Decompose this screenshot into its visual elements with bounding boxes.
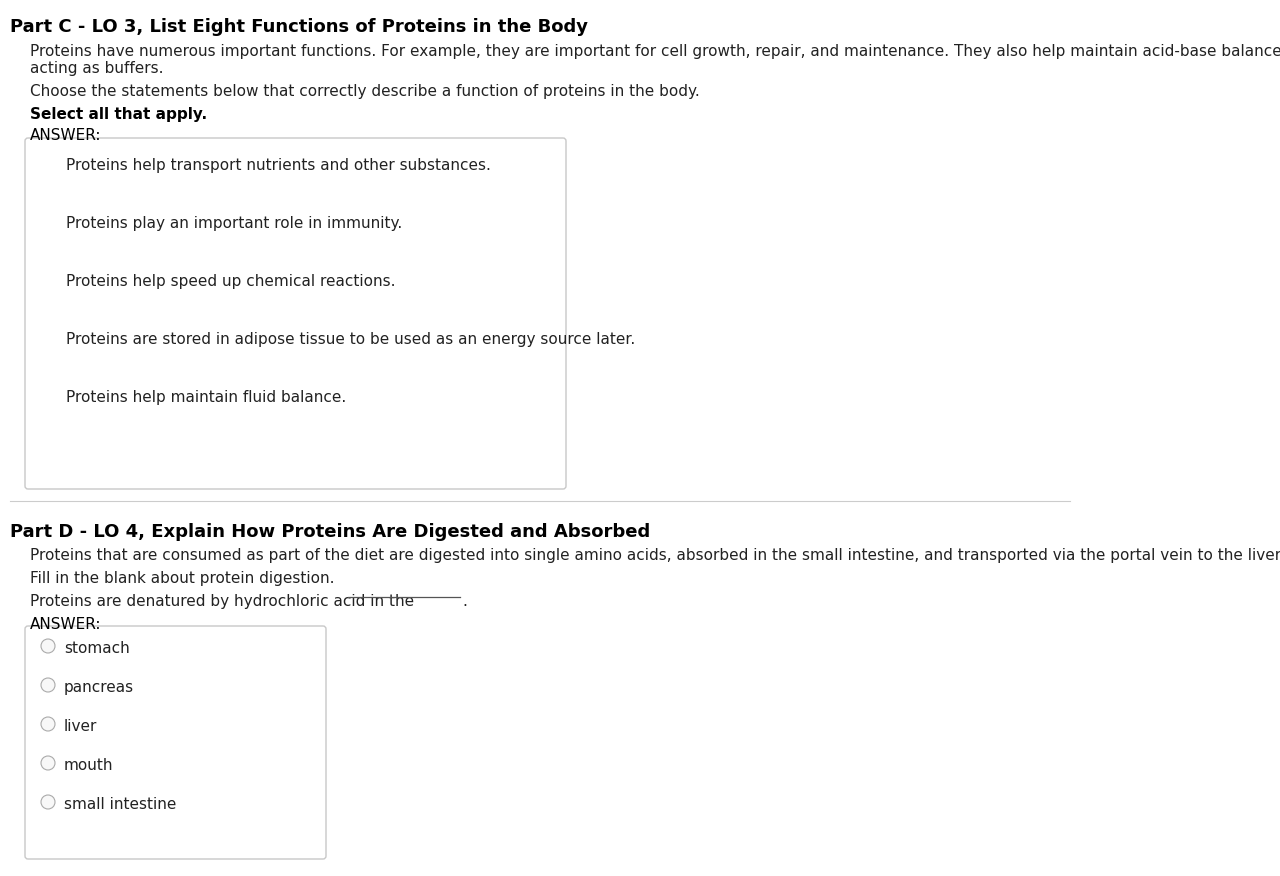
Text: Proteins have numerous important functions. For example, they are important for : Proteins have numerous important functio… [29, 44, 1280, 59]
FancyBboxPatch shape [44, 332, 56, 344]
FancyBboxPatch shape [26, 138, 566, 489]
FancyBboxPatch shape [26, 626, 326, 859]
Circle shape [41, 678, 55, 692]
Text: Proteins play an important role in immunity.: Proteins play an important role in immun… [67, 216, 402, 231]
Text: Proteins help maintain fluid balance.: Proteins help maintain fluid balance. [67, 390, 347, 405]
FancyBboxPatch shape [44, 274, 56, 286]
Text: .: . [462, 594, 467, 609]
Text: Proteins help transport nutrients and other substances.: Proteins help transport nutrients and ot… [67, 158, 490, 173]
Text: Proteins are denatured by hydrochloric acid in the: Proteins are denatured by hydrochloric a… [29, 594, 419, 609]
Text: pancreas: pancreas [64, 680, 134, 695]
Text: Choose the statements below that correctly describe a function of proteins in th: Choose the statements below that correct… [29, 84, 700, 99]
Text: Select all that apply.: Select all that apply. [29, 107, 207, 122]
Text: Fill in the blank about protein digestion.: Fill in the blank about protein digestio… [29, 571, 334, 586]
Circle shape [41, 795, 55, 809]
Text: liver: liver [64, 719, 97, 734]
Text: Proteins help speed up chemical reactions.: Proteins help speed up chemical reaction… [67, 274, 396, 289]
FancyBboxPatch shape [44, 158, 56, 170]
Circle shape [41, 717, 55, 731]
Text: small intestine: small intestine [64, 797, 177, 812]
Text: Proteins are stored in adipose tissue to be used as an energy source later.: Proteins are stored in adipose tissue to… [67, 332, 635, 347]
FancyBboxPatch shape [44, 216, 56, 228]
Text: Proteins that are consumed as part of the diet are digested into single amino ac: Proteins that are consumed as part of th… [29, 548, 1280, 563]
Circle shape [41, 756, 55, 770]
Text: ANSWER:: ANSWER: [29, 617, 101, 632]
Circle shape [41, 639, 55, 653]
FancyBboxPatch shape [44, 390, 56, 402]
Text: ANSWER:: ANSWER: [29, 128, 101, 143]
Text: mouth: mouth [64, 758, 114, 773]
Text: acting as buffers.: acting as buffers. [29, 61, 164, 76]
Text: Part C - LO 3, List Eight Functions of Proteins in the Body: Part C - LO 3, List Eight Functions of P… [10, 18, 588, 36]
Text: Part D - LO 4, Explain How Proteins Are Digested and Absorbed: Part D - LO 4, Explain How Proteins Are … [10, 523, 650, 541]
Text: stomach: stomach [64, 641, 129, 656]
